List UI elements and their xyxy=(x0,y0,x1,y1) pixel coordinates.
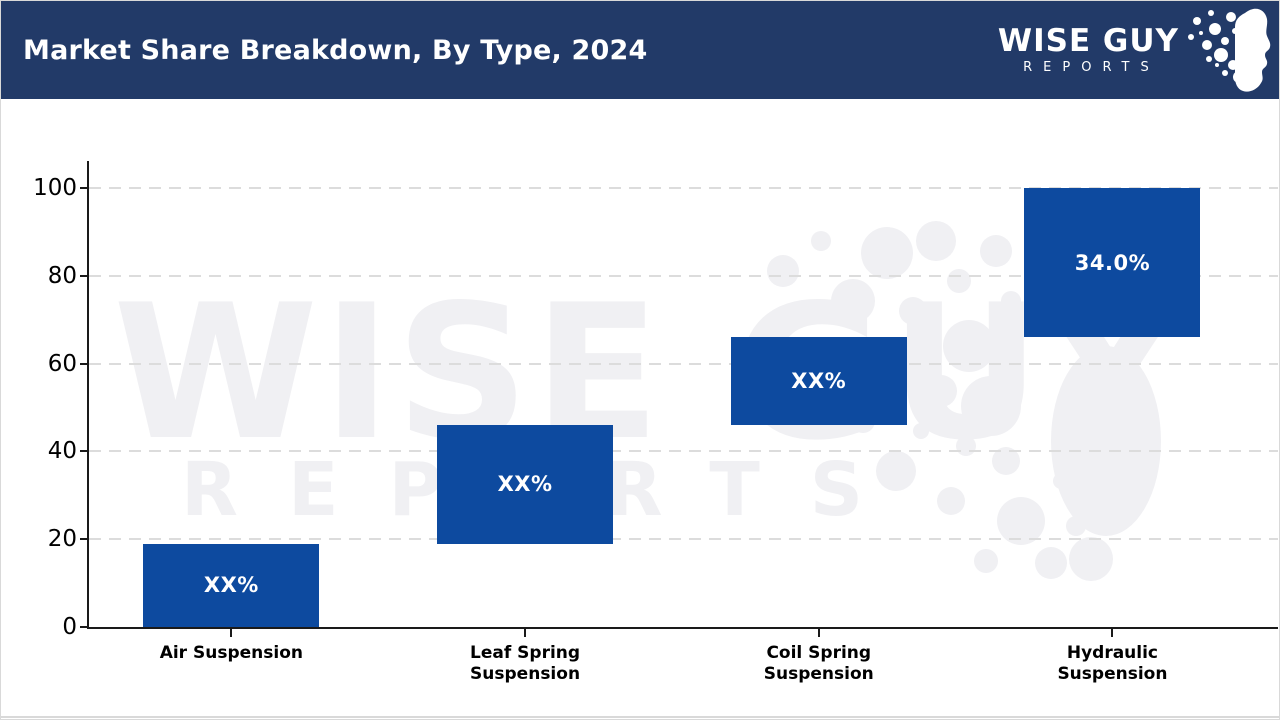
gridline-40 xyxy=(89,450,1278,453)
gridline-100 xyxy=(89,187,1278,189)
bar-3: 34.0% xyxy=(1024,188,1201,338)
header-band: Market Share Breakdown, By Type, 2024 WI… xyxy=(1,1,1279,99)
brand-subname: REPORTS xyxy=(1023,60,1160,75)
brand-name: WISE GUY xyxy=(997,23,1179,59)
x-category-label-1: Leaf Spring Suspension xyxy=(470,643,581,685)
y-tickmark-60 xyxy=(80,362,89,365)
bar-value-label-0: XX% xyxy=(203,573,259,598)
x-tickmark-1 xyxy=(524,629,527,637)
bar-0: XX% xyxy=(143,543,320,627)
y-tickmark-100 xyxy=(80,187,89,189)
x-category-label-3: Hydraulic Suspension xyxy=(1057,643,1168,685)
x-axis-line xyxy=(87,627,1278,629)
x-tickmark-0 xyxy=(230,629,233,637)
bottom-divider xyxy=(1,716,1279,718)
y-tickmark-80 xyxy=(80,274,89,277)
x-category-label-2: Coil Spring Suspension xyxy=(763,643,874,685)
x-category-label-0: Air Suspension xyxy=(159,643,303,663)
y-tick-label-40: 40 xyxy=(47,438,77,465)
bar-1: XX% xyxy=(437,425,614,544)
brand-logo: WISE GUY REPORTS xyxy=(997,5,1279,95)
bar-value-label-3: 34.0% xyxy=(1074,250,1151,275)
y-tickmark-0 xyxy=(80,626,89,628)
head-profile-dots-icon xyxy=(1188,8,1271,92)
bar-value-label-2: XX% xyxy=(791,369,847,394)
x-tickmark-2 xyxy=(817,629,820,637)
y-tick-label-20: 20 xyxy=(47,526,77,553)
x-tickmark-3 xyxy=(1111,629,1114,637)
y-tick-label-80: 80 xyxy=(47,262,77,289)
y-tickmark-20 xyxy=(80,538,89,541)
brand-logo-text: WISE GUY REPORTS xyxy=(997,23,1179,75)
gridline-80 xyxy=(89,274,1278,277)
gridline-20 xyxy=(89,538,1278,541)
y-axis-line xyxy=(87,161,89,629)
bar-2: XX% xyxy=(730,337,907,426)
y-tickmark-40 xyxy=(80,450,89,453)
page-title: Market Share Breakdown, By Type, 2024 xyxy=(23,34,648,66)
bar-value-label-1: XX% xyxy=(497,472,553,497)
y-tick-label-60: 60 xyxy=(47,350,77,377)
y-tick-label-100: 100 xyxy=(33,175,77,201)
y-tick-label-0: 0 xyxy=(62,614,77,640)
gridline-60 xyxy=(89,362,1278,365)
